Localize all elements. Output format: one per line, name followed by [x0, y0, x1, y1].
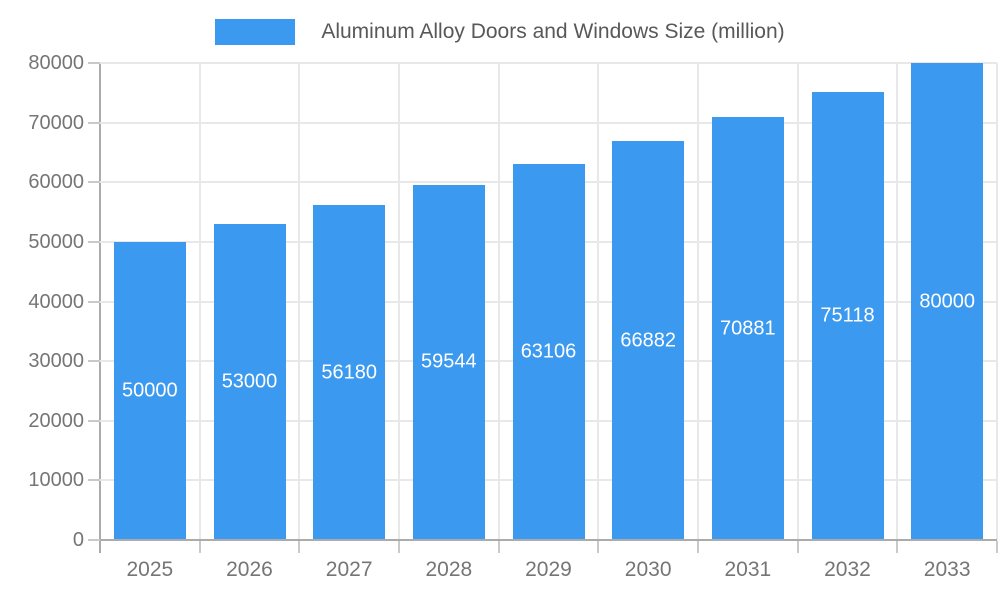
- y-axis-label: 60000: [28, 171, 84, 194]
- v-gridline: [497, 63, 500, 540]
- bar-value-label: 56180: [321, 361, 377, 384]
- x-axis-label: 2032: [824, 558, 871, 581]
- v-gridline: [896, 63, 899, 540]
- v-gridline: [398, 63, 400, 540]
- bar: 66882: [612, 141, 685, 540]
- x-axis-line: [100, 539, 997, 541]
- x-axis-label: 2033: [923, 558, 971, 581]
- x-axis-tick: [697, 541, 699, 553]
- x-axis-label: 2030: [624, 558, 672, 581]
- x-axis-tick: [896, 541, 899, 553]
- v-gridline: [697, 63, 699, 540]
- y-axis-label: 10000: [28, 469, 84, 492]
- bar-value-label: 70881: [720, 317, 776, 340]
- y-axis-tick: [88, 360, 100, 363]
- x-axis-label: 2026: [226, 558, 273, 581]
- y-axis-tick: [88, 479, 100, 482]
- x-axis-tick: [497, 541, 500, 553]
- bar: 63106: [512, 163, 585, 540]
- bar: 75118: [811, 92, 884, 540]
- v-gridline: [996, 63, 998, 540]
- x-axis-label: 2029: [525, 558, 572, 581]
- v-gridline: [198, 63, 201, 540]
- x-axis-label: 2027: [325, 558, 373, 581]
- bar: 50000: [113, 241, 186, 540]
- bar: 53000: [213, 224, 286, 540]
- y-axis-label: 50000: [28, 230, 84, 253]
- v-gridline: [597, 63, 600, 540]
- x-axis-tick: [198, 541, 201, 553]
- chart-legend: Aluminum Alloy Doors and Windows Size (m…: [0, 16, 1000, 48]
- y-axis-label: 20000: [28, 409, 84, 432]
- bar-value-label: 53000: [221, 370, 278, 393]
- bar-value-label: 66882: [620, 329, 676, 352]
- y-axis-label: 30000: [28, 350, 84, 373]
- y-axis-tick: [88, 539, 100, 541]
- h-gridline: [100, 62, 997, 64]
- bar: 80000: [911, 63, 984, 540]
- legend-swatch: [215, 19, 296, 45]
- legend-label: Aluminum Alloy Doors and Windows Size (m…: [321, 20, 785, 43]
- y-axis-label: 70000: [28, 111, 84, 134]
- v-gridline: [298, 63, 301, 540]
- bar: 70881: [711, 117, 784, 540]
- bar: 59544: [412, 184, 485, 540]
- y-axis-label: 80000: [28, 52, 84, 74]
- x-axis-label: 2028: [425, 558, 473, 581]
- x-axis-tick: [597, 541, 600, 553]
- h-gridline: [100, 121, 997, 124]
- x-axis-label: 2025: [126, 558, 174, 581]
- bar-value-label: 50000: [122, 379, 178, 402]
- bar: 56180: [313, 205, 386, 540]
- y-axis-tick: [88, 300, 100, 303]
- bar-value-label: 80000: [919, 290, 975, 312]
- y-axis-tick: [88, 121, 100, 124]
- y-axis-tick: [88, 62, 100, 64]
- bar-value-label: 75118: [820, 304, 875, 327]
- bar-value-label: 59544: [421, 350, 477, 373]
- y-axis-tick: [88, 419, 100, 422]
- y-axis-tick: [88, 240, 100, 243]
- x-axis-tick: [298, 541, 301, 553]
- bar-value-label: 63106: [520, 340, 577, 363]
- x-axis-tick: [398, 541, 400, 553]
- v-gridline: [796, 63, 799, 540]
- x-axis-label: 2031: [724, 558, 772, 581]
- x-axis-tick: [996, 541, 998, 553]
- y-axis-label: 40000: [28, 290, 84, 313]
- plot-area: 50000 53000 56180 59544 63106 66882 70881 75118…: [100, 62, 998, 540]
- y-axis-tick: [88, 181, 100, 184]
- y-axis-line: [99, 63, 101, 553]
- y-axis-label: 0: [72, 529, 84, 551]
- x-axis-tick: [796, 541, 799, 553]
